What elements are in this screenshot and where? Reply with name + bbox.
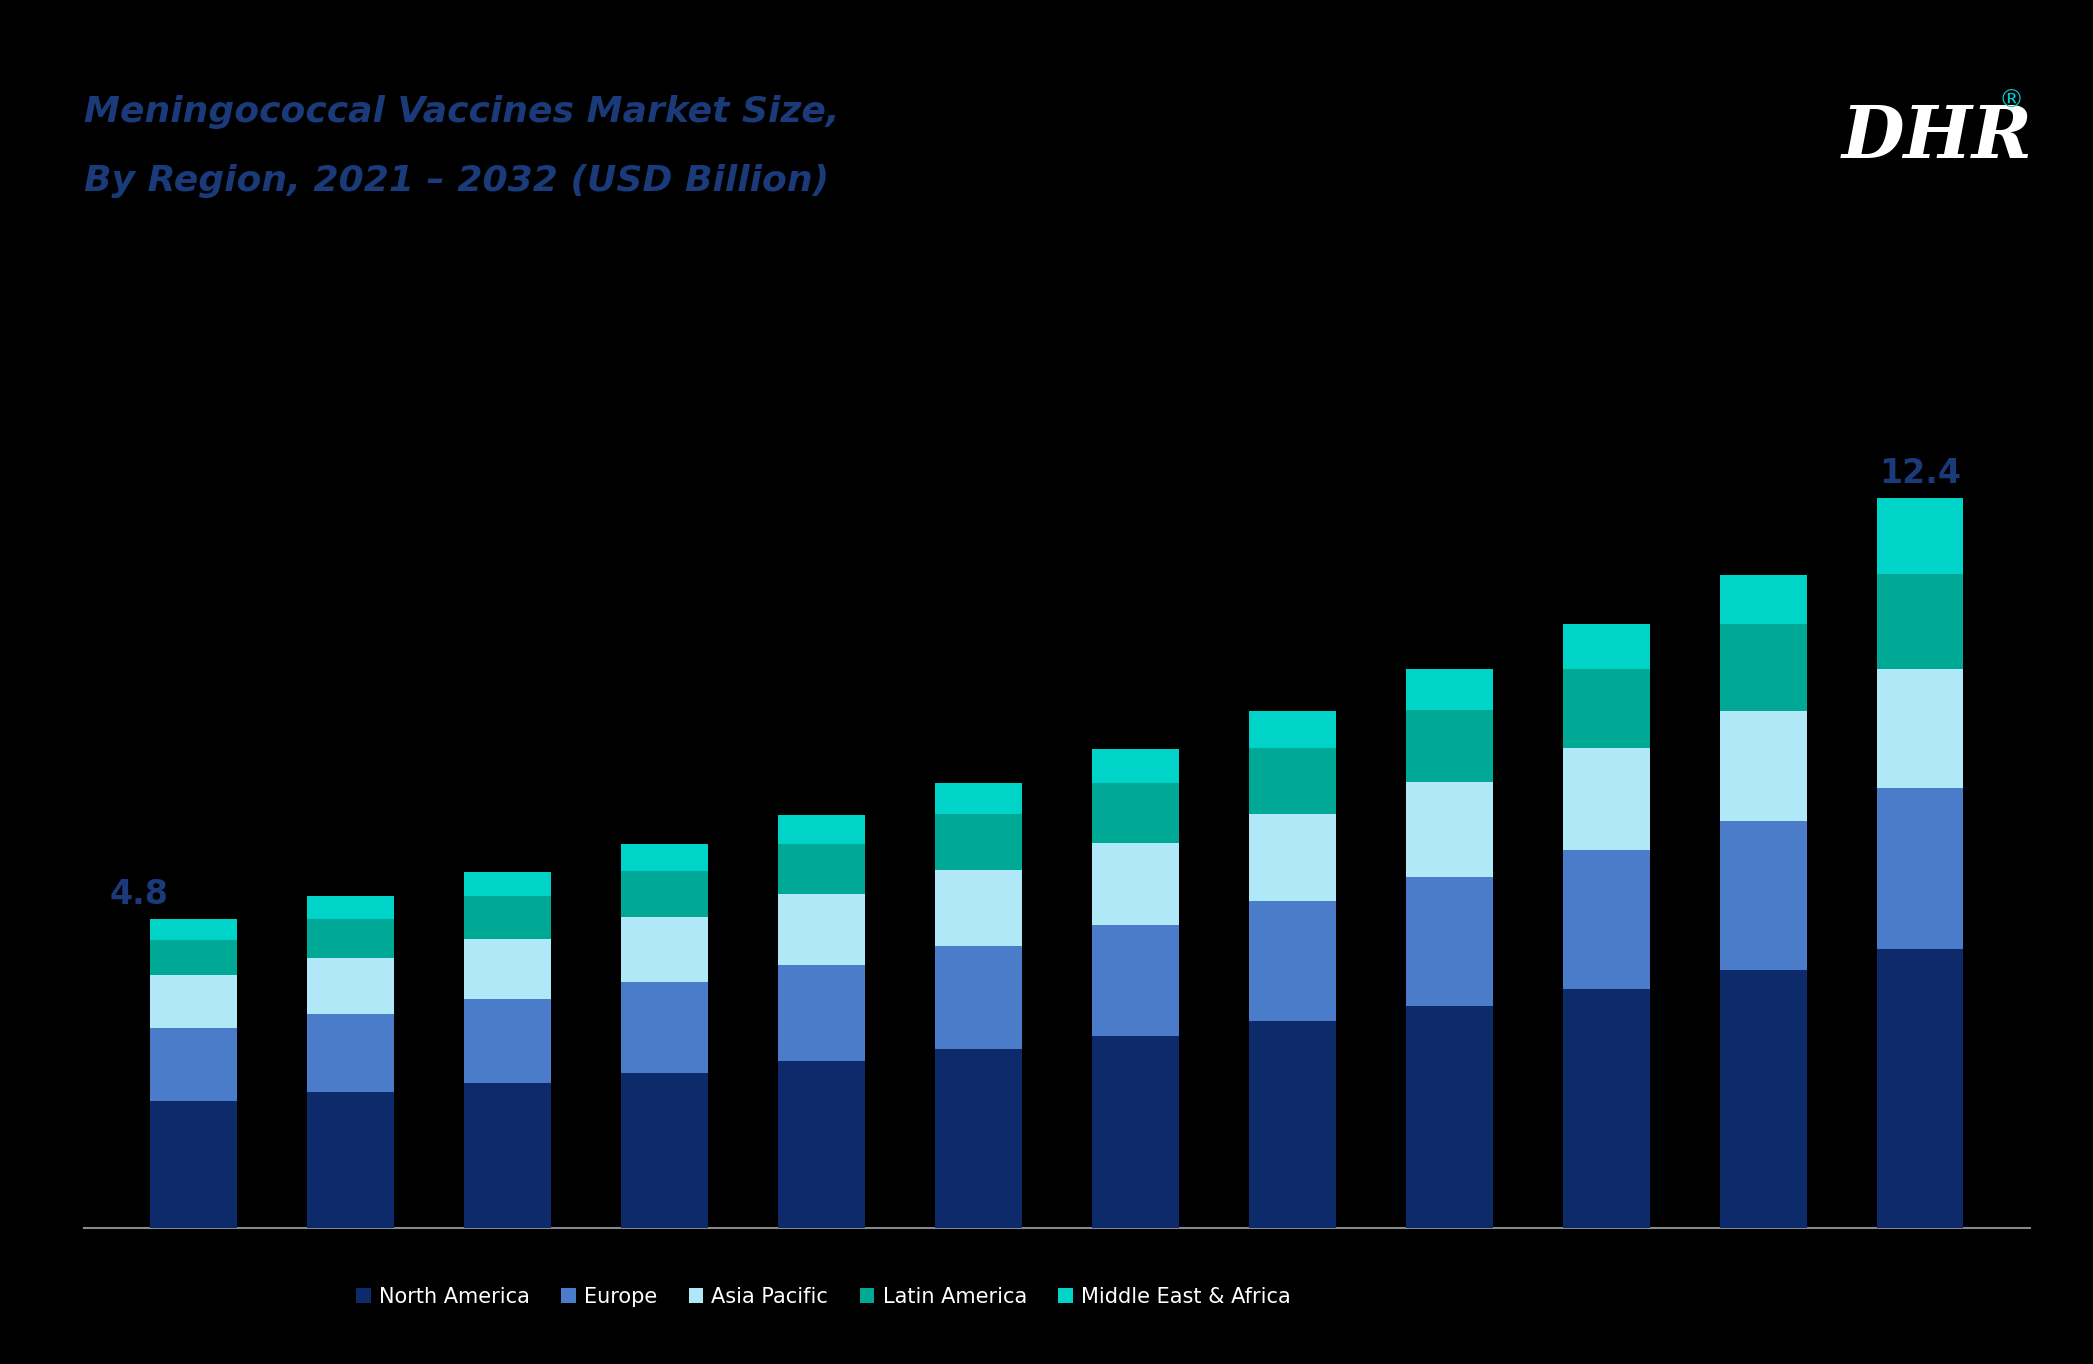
Bar — [465, 872, 550, 896]
Bar — [1877, 668, 1963, 788]
Bar — [151, 919, 237, 940]
Bar — [1563, 668, 1649, 747]
Bar — [1563, 989, 1649, 1228]
Bar — [779, 964, 864, 1061]
Bar — [1093, 925, 1178, 1037]
Text: 4.8: 4.8 — [109, 877, 167, 911]
Bar — [622, 917, 707, 982]
Bar — [1720, 711, 1806, 821]
Text: Meningococcal Vaccines Market Size,: Meningococcal Vaccines Market Size, — [84, 95, 839, 130]
Bar — [1720, 970, 1806, 1228]
Bar — [308, 896, 393, 919]
Bar — [151, 1027, 237, 1101]
Bar — [308, 919, 393, 958]
Bar — [465, 998, 550, 1083]
Bar — [1406, 709, 1492, 782]
Bar — [779, 1061, 864, 1228]
Bar — [1250, 814, 1335, 902]
Bar — [936, 1049, 1021, 1228]
Bar — [151, 1101, 237, 1228]
Bar — [936, 945, 1021, 1049]
Bar — [1406, 782, 1492, 877]
Bar — [308, 1093, 393, 1228]
Bar — [1250, 747, 1335, 814]
Bar — [1877, 788, 1963, 949]
Bar — [465, 1083, 550, 1228]
Bar — [1720, 623, 1806, 711]
Bar — [1093, 1037, 1178, 1228]
Bar — [622, 1072, 707, 1228]
Bar — [779, 844, 864, 895]
Bar — [1250, 711, 1335, 747]
Bar — [622, 870, 707, 917]
Bar — [1406, 1005, 1492, 1228]
Text: DHR: DHR — [1842, 102, 2032, 173]
Bar — [1720, 821, 1806, 970]
Bar — [936, 870, 1021, 945]
Bar — [308, 1013, 393, 1093]
Bar — [151, 940, 237, 975]
Legend: North America, Europe, Asia Pacific, Latin America, Middle East & Africa: North America, Europe, Asia Pacific, Lat… — [347, 1278, 1300, 1315]
Bar — [1406, 877, 1492, 1005]
Bar — [308, 958, 393, 1013]
Bar — [779, 816, 864, 844]
Bar — [622, 982, 707, 1072]
Bar — [1720, 576, 1806, 623]
Bar — [1406, 670, 1492, 709]
Bar — [465, 938, 550, 998]
Bar — [936, 814, 1021, 870]
Bar — [1563, 850, 1649, 989]
Bar — [779, 895, 864, 964]
Bar — [1563, 747, 1649, 850]
Bar — [151, 975, 237, 1027]
Bar — [1250, 1022, 1335, 1228]
Bar — [1877, 498, 1963, 574]
Bar — [1877, 949, 1963, 1228]
Text: By Region, 2021 – 2032 (USD Billion): By Region, 2021 – 2032 (USD Billion) — [84, 164, 829, 198]
Bar — [1093, 783, 1178, 843]
Bar — [936, 783, 1021, 814]
Bar — [1563, 625, 1649, 668]
Bar — [1093, 843, 1178, 925]
Text: ®: ® — [1999, 89, 2024, 113]
Bar — [1093, 749, 1178, 783]
Bar — [1250, 902, 1335, 1022]
Bar — [465, 896, 550, 938]
Bar — [622, 844, 707, 870]
Text: 12.4: 12.4 — [1880, 457, 1961, 490]
Bar — [1877, 574, 1963, 668]
